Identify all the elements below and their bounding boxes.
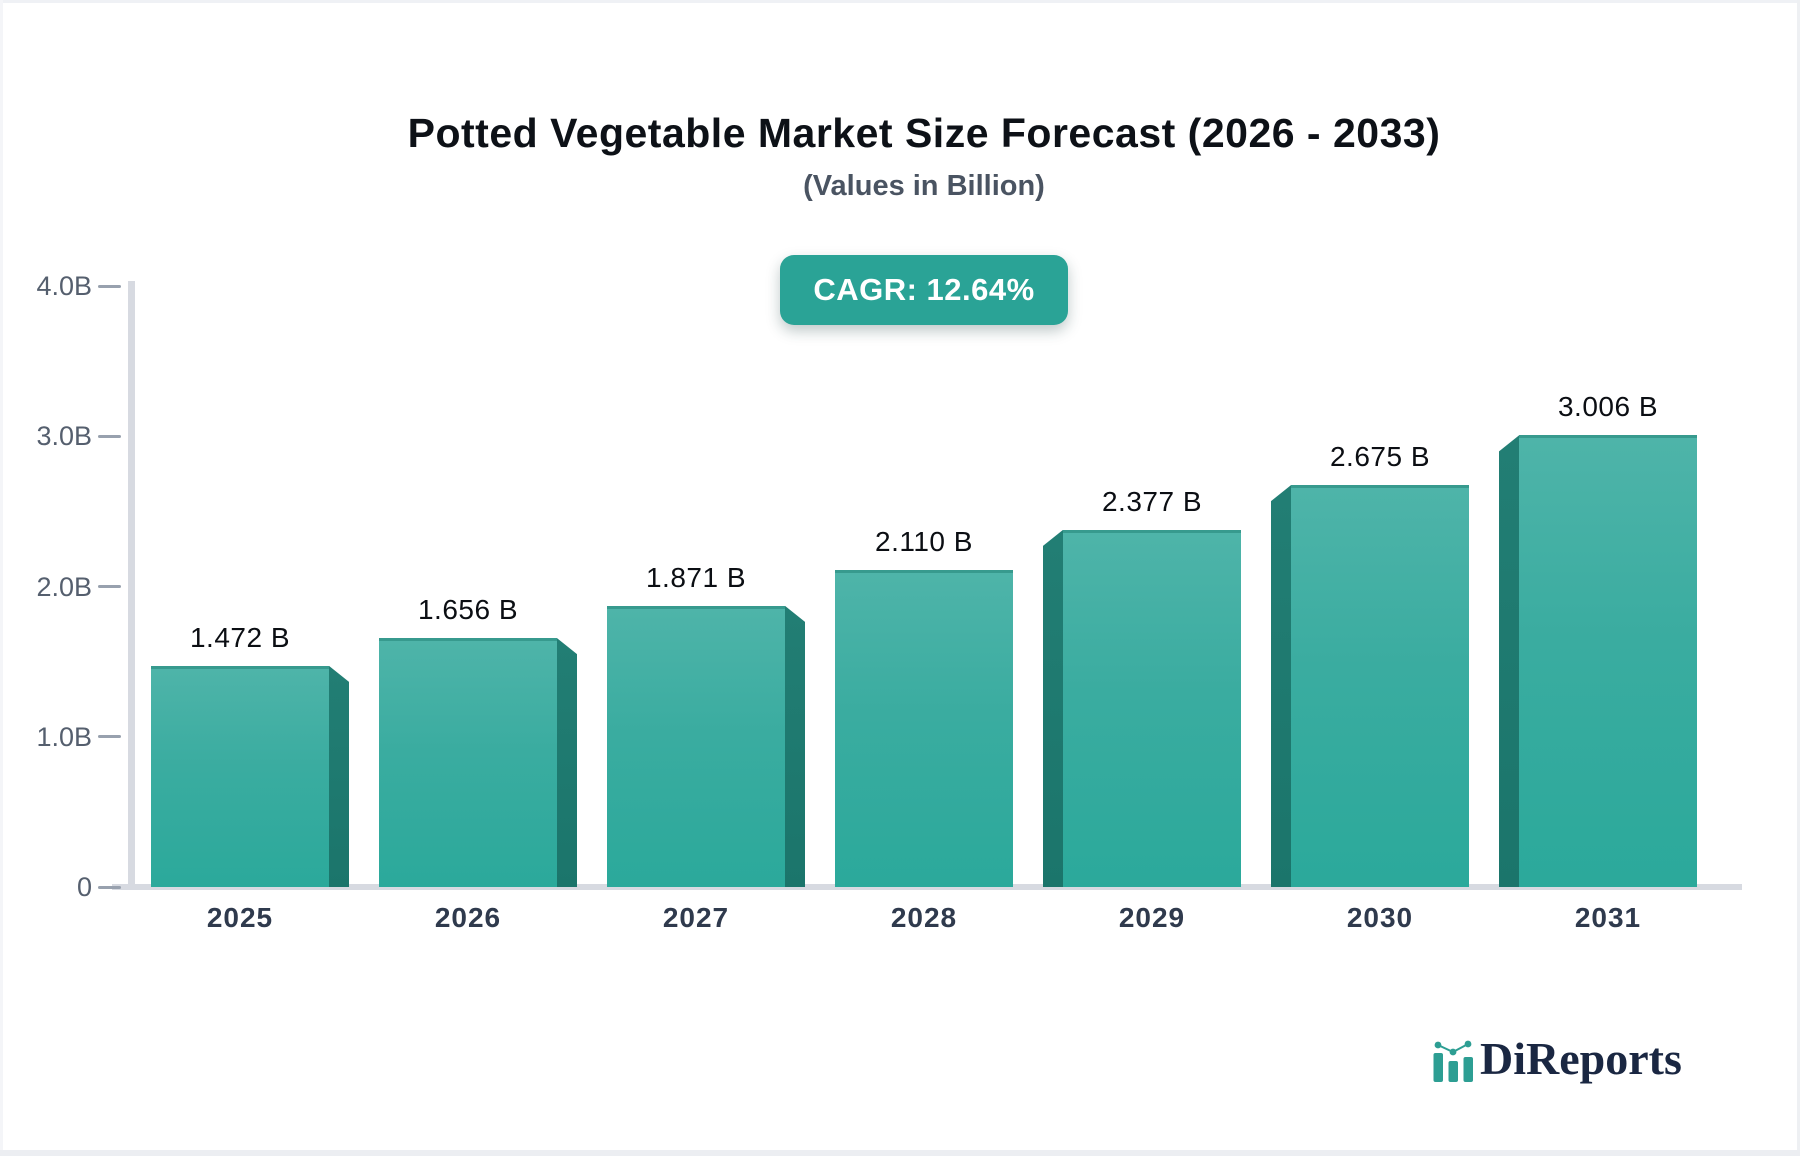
x-axis-label: 2030 xyxy=(1346,902,1414,933)
canvas-edge-top xyxy=(0,0,1800,3)
chart-title: Potted Vegetable Market Size Forecast (2… xyxy=(407,110,1441,156)
bar-side-face xyxy=(785,605,805,887)
x-axis-label: 2031 xyxy=(1574,902,1642,933)
x-axis-label: 2029 xyxy=(1118,902,1186,933)
x-axis-baseline xyxy=(112,884,1742,890)
logo-mini-bar-chart-icon xyxy=(1433,1040,1473,1082)
x-axis-label: 2028 xyxy=(890,902,958,933)
bar-2031 xyxy=(1519,435,1697,887)
bar-side-face xyxy=(1271,485,1291,887)
y-tick-label: 1.0B xyxy=(36,721,92,752)
bar-value-label: 2.675 B xyxy=(1329,441,1431,473)
y-tick-label: 3.0B xyxy=(36,421,92,452)
cagr-badge-label: CAGR: 12.64% xyxy=(813,272,1035,307)
y-tick-dash xyxy=(98,585,121,588)
bar-side-face xyxy=(329,665,349,887)
bar-2028 xyxy=(835,569,1013,887)
brand-logo-text: DiReports xyxy=(1480,1033,1682,1084)
bar-side-face xyxy=(1043,529,1063,887)
bar-2027 xyxy=(607,605,785,887)
x-axis-label: 2027 xyxy=(662,902,730,933)
bar-2025 xyxy=(151,665,329,887)
bar-2030 xyxy=(1291,485,1469,887)
y-tick-label: 2.0B xyxy=(36,571,92,602)
canvas-edge-left xyxy=(0,0,3,1156)
y-tick-dash xyxy=(98,434,121,438)
bar-side-face xyxy=(1499,435,1519,887)
bar-value-label: 3.006 B xyxy=(1557,391,1659,423)
x-axis-label: 2025 xyxy=(206,902,274,933)
bar-value-label: 1.871 B xyxy=(645,561,747,593)
bar-2026 xyxy=(379,638,557,887)
y-tick-label: 4.0B xyxy=(36,271,92,301)
brand-logo: DiReports xyxy=(1432,1036,1682,1082)
bar-side-face xyxy=(557,638,577,887)
bar-value-label: 2.110 B xyxy=(875,525,973,557)
y-tick-label: 0 xyxy=(76,872,92,902)
y-tick-dash xyxy=(98,735,121,739)
bar-value-label: 1.656 B xyxy=(417,594,519,626)
x-axis-label: 2026 xyxy=(434,902,502,933)
bar-value-label: 2.377 B xyxy=(1101,485,1203,517)
y-tick-dash xyxy=(98,885,121,889)
canvas-edge-right xyxy=(1797,0,1800,1156)
chart-subtitle: (Values in Billion) xyxy=(803,170,1045,202)
y-tick-dash xyxy=(98,284,121,288)
canvas-edge-bottom xyxy=(0,1150,1800,1156)
y-axis-line xyxy=(128,281,135,890)
cagr-badge: CAGR: 12.64% xyxy=(780,255,1068,325)
bar-value-label: 1.472 B xyxy=(189,621,291,653)
bar-2029 xyxy=(1063,529,1241,887)
